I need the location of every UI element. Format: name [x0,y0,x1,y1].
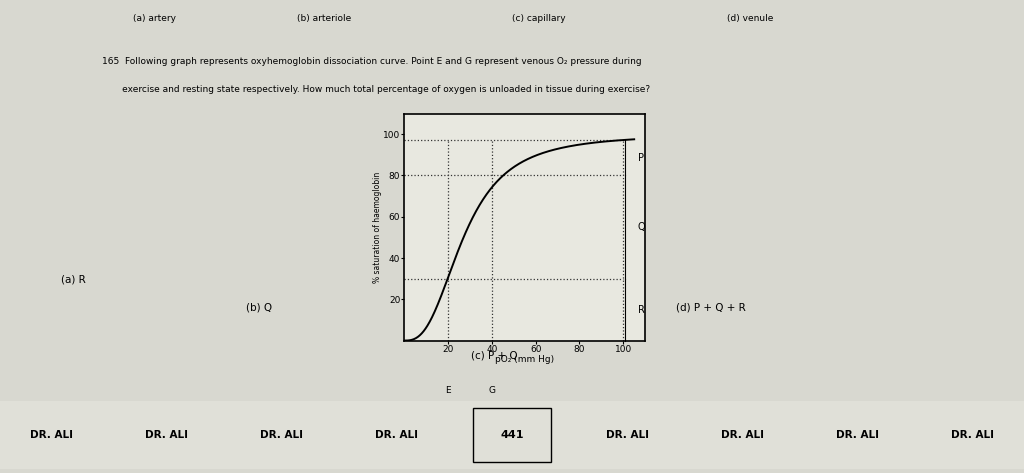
Text: 165  Following graph represents oxyhemoglobin dissociation curve. Point E and G : 165 Following graph represents oxyhemogl… [102,57,642,66]
Text: (d) venule: (d) venule [727,14,773,23]
X-axis label: pO₂ (mm Hg): pO₂ (mm Hg) [496,355,554,364]
Text: (d) P + Q + R: (d) P + Q + R [676,303,745,313]
FancyBboxPatch shape [473,408,551,463]
Text: (a) R: (a) R [61,274,86,284]
Text: DR. ALI: DR. ALI [951,430,994,440]
Text: (a) artery: (a) artery [133,14,176,23]
Text: DR. ALI: DR. ALI [721,430,764,440]
Text: (b) Q: (b) Q [246,303,272,313]
Text: DR. ALI: DR. ALI [145,430,187,440]
Text: exercise and resting state respectively. How much total percentage of oxygen is : exercise and resting state respectively.… [102,85,650,94]
Text: Q: Q [638,222,645,232]
Text: 441: 441 [501,430,523,440]
Text: DR. ALI: DR. ALI [606,430,648,440]
Text: DR. ALI: DR. ALI [837,430,879,440]
Text: R: R [638,305,644,315]
Text: (c) capillary: (c) capillary [512,14,565,23]
Y-axis label: % saturation of haemoglobin: % saturation of haemoglobin [373,171,382,283]
Text: P: P [638,153,643,163]
Text: (c) P + Q: (c) P + Q [471,350,518,360]
Text: E: E [445,386,451,395]
Text: DR. ALI: DR. ALI [30,430,73,440]
FancyBboxPatch shape [0,401,1024,469]
Text: (b) arteriole: (b) arteriole [297,14,351,23]
Text: G: G [488,386,496,395]
Text: DR. ALI: DR. ALI [260,430,303,440]
Text: DR. ALI: DR. ALI [376,430,418,440]
